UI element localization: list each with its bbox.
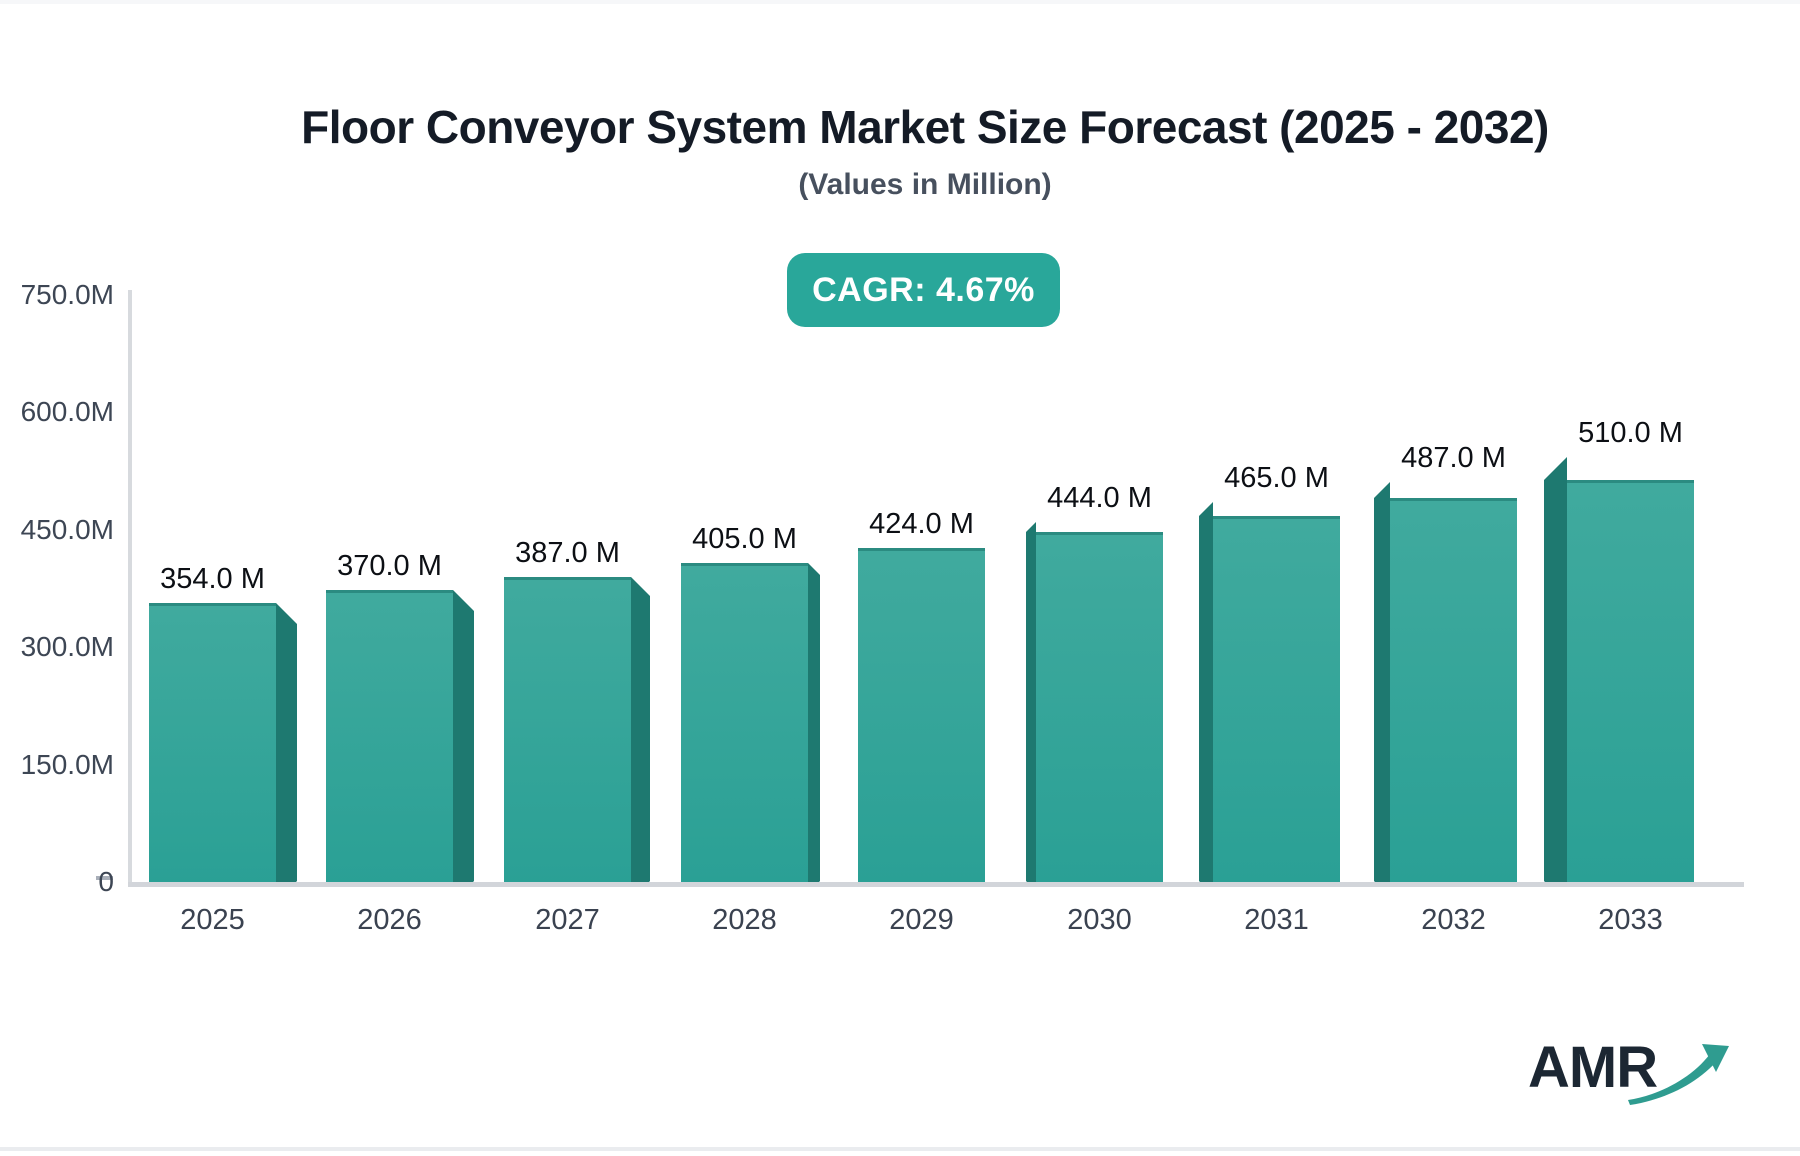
bar-face-2028 xyxy=(681,563,808,886)
x-tick-label-2032: 2032 xyxy=(1421,904,1486,936)
bar-face-2030 xyxy=(1036,532,1163,886)
bar-side-2027 xyxy=(631,577,650,887)
cagr-badge: CAGR: 4.67% xyxy=(787,253,1060,327)
x-tick-label-2026: 2026 xyxy=(357,904,422,936)
bar-face-2033 xyxy=(1567,480,1694,886)
bar-value-label-2027: 387.0 M xyxy=(515,537,620,569)
bar-face-2025 xyxy=(149,603,276,886)
bar-value-label-2032: 487.0 M xyxy=(1401,442,1506,474)
chart-title: Floor Conveyor System Market Size Foreca… xyxy=(301,101,1549,153)
y-axis-zero-tick xyxy=(96,876,113,880)
bar-value-label-2028: 405.0 M xyxy=(692,523,797,555)
x-tick-label-2027: 2027 xyxy=(535,904,600,936)
x-tick-label-2030: 2030 xyxy=(1067,904,1132,936)
y-tick-label-450.0M: 450.0M xyxy=(20,514,114,545)
top-edge-divider xyxy=(0,0,1800,4)
bar-face-2026 xyxy=(326,590,453,886)
bar-face-2027 xyxy=(504,577,631,886)
bar-face-2029 xyxy=(858,548,985,886)
bar-side-2026 xyxy=(453,590,474,887)
bar-side-2028 xyxy=(808,563,820,887)
x-tick-label-2029: 2029 xyxy=(889,904,954,936)
bar-value-label-2029: 424.0 M xyxy=(869,508,974,540)
bar-face-2031 xyxy=(1213,516,1340,886)
bar-side-2033 xyxy=(1544,457,1567,887)
y-tick-label-750.0M: 750.0M xyxy=(20,279,114,310)
y-tick-label-300.0M: 300.0M xyxy=(20,631,114,662)
y-tick-label-150.0M: 150.0M xyxy=(20,749,114,780)
x-tick-label-2031: 2031 xyxy=(1244,904,1309,936)
amr-logo: AMR xyxy=(1528,1030,1729,1120)
x-tick-label-2028: 2028 xyxy=(712,904,777,936)
bar-side-2032 xyxy=(1374,482,1390,887)
bottom-edge-divider xyxy=(0,1147,1800,1151)
bar-value-label-2025: 354.0 M xyxy=(160,563,265,595)
x-tick-label-2025: 2025 xyxy=(180,904,245,936)
bar-side-2031 xyxy=(1199,502,1213,887)
bar-value-label-2030: 444.0 M xyxy=(1047,482,1152,514)
y-axis-line xyxy=(128,290,132,884)
cagr-badge-label: CAGR: 4.67% xyxy=(812,270,1035,309)
bar-value-label-2033: 510.0 M xyxy=(1578,417,1683,449)
amr-logo-text: AMR xyxy=(1528,1035,1658,1100)
trend-up-arrow-icon xyxy=(1628,1044,1729,1105)
x-tick-label-2033: 2033 xyxy=(1598,904,1663,936)
chart-subtitle: (Values in Million) xyxy=(798,168,1052,201)
bar-side-2030 xyxy=(1026,522,1036,887)
bar-side-2025 xyxy=(276,603,297,887)
y-tick-label-600.0M: 600.0M xyxy=(20,396,114,427)
x-axis-line xyxy=(128,882,1744,887)
bar-value-label-2031: 465.0 M xyxy=(1224,462,1329,494)
bar-value-label-2026: 370.0 M xyxy=(337,550,442,582)
bar-face-2032 xyxy=(1390,498,1517,886)
y-tick-label-0: 0 xyxy=(98,866,114,897)
